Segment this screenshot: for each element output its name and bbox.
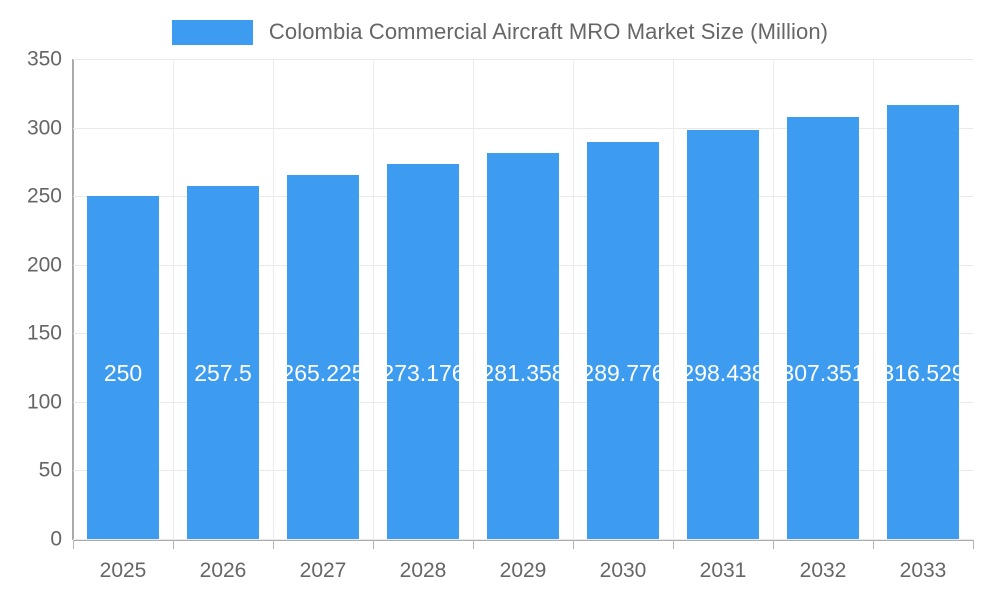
x-axis-tick-mark — [473, 540, 474, 549]
gridline-vertical — [173, 59, 174, 539]
bar-value-label: 273.176 — [387, 360, 459, 386]
x-axis-tick-mark — [973, 540, 974, 549]
gridline-vertical — [773, 59, 774, 539]
x-axis-tick-mark — [873, 540, 874, 549]
x-axis-tick-label: 2028 — [399, 559, 447, 582]
legend-color-swatch — [171, 19, 253, 45]
x-axis-tick-mark — [273, 540, 274, 549]
y-axis-tick-label: 350 — [26, 47, 62, 71]
bar-value-label: 281.358 — [487, 360, 559, 386]
chart-legend: Colombia Commercial Aircraft MRO Market … — [0, 14, 1000, 50]
gridline-vertical — [473, 59, 474, 539]
bar[interactable]: 273.176 — [387, 164, 459, 539]
bar-value-label: 250 — [103, 360, 143, 386]
x-axis-tick-label: 2032 — [799, 559, 847, 582]
x-axis-tick-mark — [573, 540, 574, 549]
x-axis-tick-label: 2029 — [499, 559, 547, 582]
y-axis-line — [72, 59, 74, 540]
gridline-vertical — [273, 59, 274, 539]
x-axis-tick-label: 2033 — [899, 559, 947, 582]
y-axis-tick-label: 250 — [26, 184, 62, 208]
y-axis-tick-label: 300 — [26, 116, 62, 140]
x-axis-tick-label: 2026 — [199, 559, 247, 582]
x-axis-tick-label: 2027 — [299, 559, 347, 582]
y-axis-tick-label: 100 — [26, 390, 62, 414]
bar[interactable]: 289.776 — [587, 142, 659, 539]
x-axis-tick-mark — [773, 540, 774, 549]
x-axis-tick-mark — [173, 540, 174, 549]
x-axis-tick-mark — [73, 540, 74, 549]
x-axis-tick-label: 2031 — [699, 559, 747, 582]
bar-value-label: 307.351 — [787, 360, 859, 386]
y-axis-tick-label: 150 — [26, 321, 62, 345]
x-axis-line — [73, 539, 973, 541]
gridline-horizontal — [73, 127, 973, 129]
gridline-vertical — [573, 59, 574, 539]
bar-value-label: 257.5 — [194, 360, 252, 386]
gridline-horizontal — [73, 59, 973, 60]
bar-value-label: 265.225 — [287, 360, 359, 386]
gridline-vertical — [673, 59, 674, 539]
bar-value-label: 298.438 — [687, 360, 759, 386]
gridline-vertical — [873, 59, 874, 539]
y-axis-tick-label: 50 — [38, 458, 62, 482]
gridline-horizontal — [73, 539, 973, 540]
y-axis-tick-label: 200 — [26, 253, 62, 277]
bar[interactable]: 298.438 — [687, 130, 759, 539]
bar-value-label: 316.529 — [887, 360, 959, 386]
bar[interactable]: 307.351 — [787, 117, 859, 539]
bar-value-label: 289.776 — [587, 360, 659, 386]
bar[interactable]: 265.225 — [287, 175, 359, 539]
bar[interactable]: 250 — [87, 196, 159, 539]
x-axis-tick-label: 2025 — [99, 559, 147, 582]
bar[interactable]: 281.358 — [487, 153, 559, 539]
bar[interactable]: 257.5 — [187, 186, 259, 539]
x-axis-tick-mark — [373, 540, 374, 549]
x-axis-tick-label: 2030 — [599, 559, 647, 582]
gridline-vertical — [373, 59, 374, 539]
legend-label: Colombia Commercial Aircraft MRO Market … — [268, 19, 829, 44]
y-axis-tick-label: 0 — [50, 527, 62, 551]
x-axis-tick-mark — [673, 540, 674, 549]
bar[interactable]: 316.529 — [887, 105, 959, 539]
